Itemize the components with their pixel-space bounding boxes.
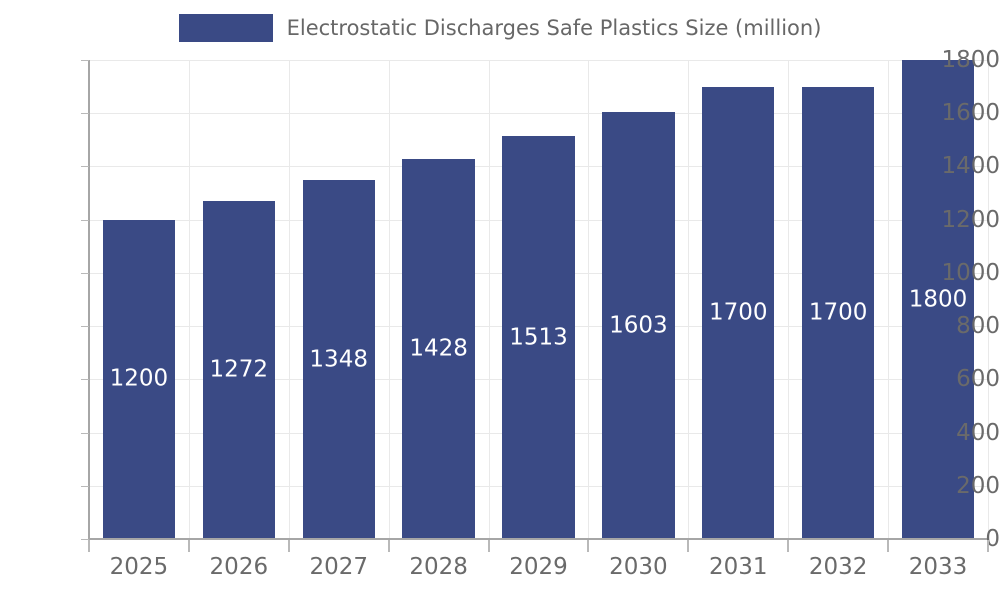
legend-label-series-1: Electrostatic Discharges Safe Plastics S… — [286, 16, 822, 40]
gridline-vertical — [888, 60, 889, 539]
y-axis-tick-mark — [81, 326, 89, 328]
bar[interactable]: 1272 — [202, 200, 276, 539]
x-axis-tick-label: 2031 — [708, 554, 768, 580]
bar[interactable]: 1603 — [602, 112, 675, 539]
x-axis-tick-mark — [687, 540, 689, 552]
bar[interactable]: 1800 — [901, 60, 975, 539]
y-axis-tick-label: 1200 — [941, 206, 1000, 233]
gridline-vertical — [389, 60, 390, 539]
y-axis-tick-mark — [81, 272, 89, 274]
gridline-vertical — [788, 60, 789, 539]
bar-value-label: 1700 — [708, 299, 768, 326]
gridline-vertical — [688, 60, 689, 539]
x-axis-tick-label: 2028 — [409, 554, 468, 580]
bar-value-label: 1272 — [209, 356, 269, 383]
y-axis-tick-mark — [81, 113, 89, 115]
y-axis-tick-label: 200 — [956, 472, 1000, 499]
x-axis-tick-mark — [987, 540, 989, 552]
x-axis-tick-label: 2026 — [209, 554, 269, 580]
x-axis-tick-label: 2025 — [109, 554, 169, 580]
x-axis-spine — [89, 538, 988, 540]
x-axis-tick-label: 2033 — [908, 554, 968, 580]
x-axis-tick-mark — [488, 540, 490, 552]
y-axis-tick-label: 600 — [956, 366, 1000, 393]
gridline-vertical — [189, 60, 190, 539]
chart-legend: Electrostatic Discharges Safe Plastics S… — [0, 10, 1000, 46]
bar-value-label: 1603 — [609, 312, 668, 339]
bar-value-label: 1513 — [509, 324, 568, 351]
x-axis-tick-mark — [787, 540, 789, 552]
x-axis-tick-mark — [887, 540, 889, 552]
y-axis-tick-mark — [81, 219, 89, 221]
y-axis-tick-label: 800 — [956, 313, 1000, 340]
bar-value-label: 1200 — [109, 365, 169, 392]
bar[interactable]: 1513 — [502, 136, 575, 539]
y-axis-tick-mark — [81, 379, 89, 381]
y-axis-tick-label: 1800 — [941, 47, 1000, 73]
bar-value-label: 1428 — [409, 335, 468, 362]
y-axis-tick-mark — [81, 166, 89, 168]
bar[interactable]: 1348 — [302, 180, 375, 539]
y-axis-spine — [88, 60, 90, 540]
bar[interactable]: 1700 — [702, 86, 775, 539]
plot-area: 1200 1272 1348 1428 1513 1603 1700 1700 1800 — [89, 60, 989, 540]
bar-value-label: 1800 — [908, 286, 968, 312]
y-axis-tick-label: 1600 — [941, 100, 1000, 127]
bar-value-label: 1700 — [808, 299, 868, 326]
gridline-horizontal — [89, 60, 988, 61]
y-axis-tick-label: 0 — [985, 526, 1000, 552]
y-axis-tick-mark — [81, 60, 89, 61]
x-axis-tick-label: 2030 — [609, 554, 668, 580]
x-axis-tick-mark — [288, 540, 290, 552]
y-axis-tick-label: 1400 — [941, 153, 1000, 180]
y-axis-tick-mark — [81, 485, 89, 487]
bar[interactable]: 1200 — [102, 219, 176, 539]
bar[interactable]: 1428 — [402, 159, 475, 539]
gridline-vertical — [489, 60, 490, 539]
gridline-vertical — [988, 60, 989, 539]
x-axis-tick-label: 2027 — [309, 554, 368, 580]
x-axis-tick-label: 2029 — [509, 554, 568, 580]
gridline-vertical — [289, 60, 290, 539]
bar[interactable]: 1700 — [801, 86, 875, 539]
x-axis-tick-mark — [388, 540, 390, 552]
x-axis-tick-label: 2032 — [808, 554, 868, 580]
y-axis-tick-mark — [81, 539, 89, 540]
x-axis-tick-mark — [88, 540, 90, 552]
gridline-vertical — [588, 60, 589, 539]
y-axis-tick-mark — [81, 432, 89, 434]
gridline-horizontal — [89, 113, 988, 115]
x-axis-tick-mark — [587, 540, 589, 552]
y-axis-tick-label: 400 — [956, 419, 1000, 446]
y-axis-tick-label: 1000 — [941, 259, 1000, 286]
legend-swatch-series-1 — [178, 14, 273, 42]
x-axis-tick-mark — [188, 540, 190, 552]
bar-value-label: 1348 — [309, 346, 368, 373]
